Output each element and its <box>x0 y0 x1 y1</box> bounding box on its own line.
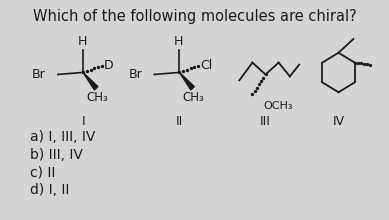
Text: Br: Br <box>128 68 142 81</box>
Text: CH₃: CH₃ <box>182 91 204 104</box>
Text: I: I <box>81 115 85 128</box>
Text: Br: Br <box>32 68 46 81</box>
Text: D: D <box>103 59 113 72</box>
Text: H: H <box>174 35 183 48</box>
Text: OCH₃: OCH₃ <box>264 101 293 111</box>
Text: d) I, II: d) I, II <box>30 183 69 197</box>
Text: Cl: Cl <box>200 59 212 72</box>
Text: H: H <box>77 35 87 48</box>
Polygon shape <box>179 72 194 90</box>
Polygon shape <box>83 72 98 90</box>
Text: c) II: c) II <box>30 165 55 179</box>
Text: b) III, IV: b) III, IV <box>30 148 82 161</box>
Text: CH₃: CH₃ <box>86 91 108 104</box>
Text: Which of the following molecules are chiral?: Which of the following molecules are chi… <box>33 9 356 24</box>
Text: III: III <box>260 115 271 128</box>
Text: IV: IV <box>333 115 345 128</box>
Text: a) I, III, IV: a) I, III, IV <box>30 130 95 144</box>
Text: II: II <box>176 115 183 128</box>
